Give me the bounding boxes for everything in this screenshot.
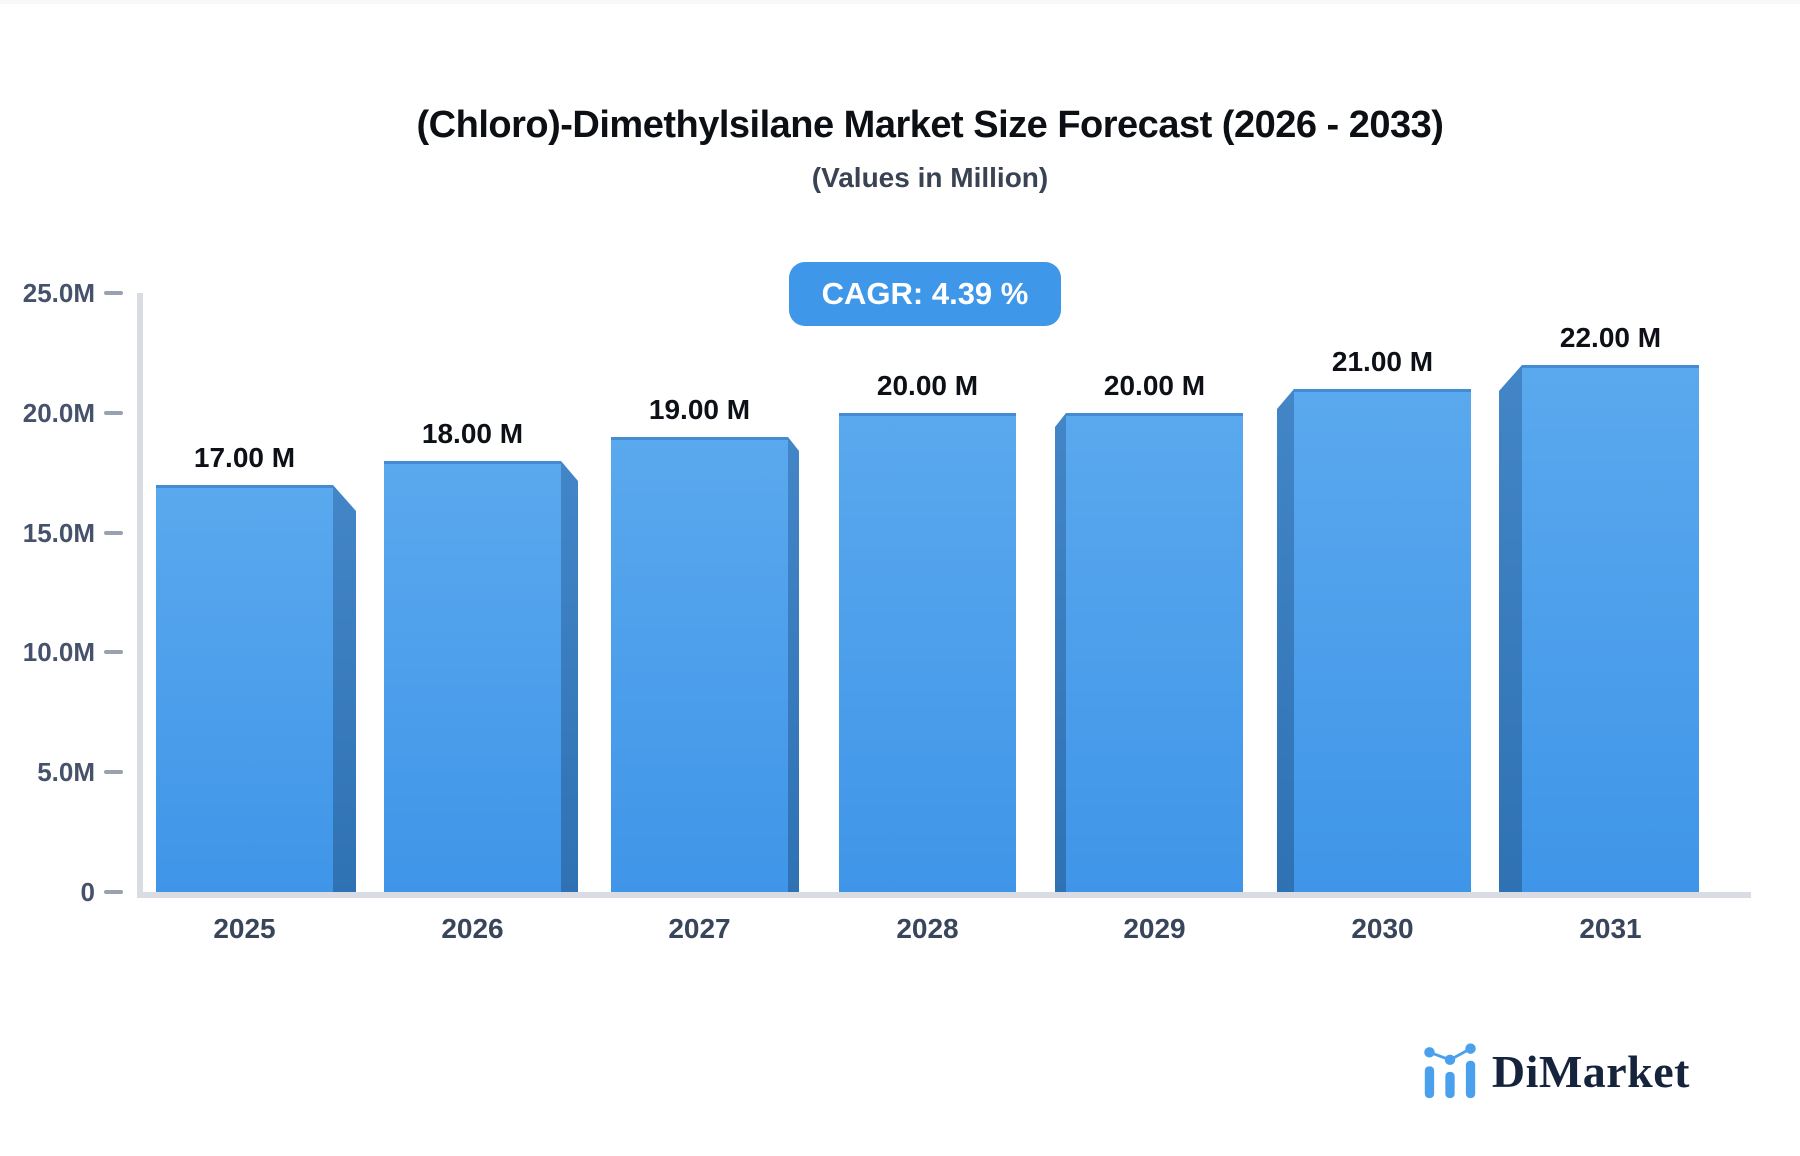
y-axis-tick-label: 5.0M [37,757,95,788]
bar-value-label: 20.00 M [876,370,979,401]
x-axis-label: 2026 [441,913,504,944]
y-axis-tick-mark [104,291,123,295]
bar-value-label: 17.00 M [193,442,296,473]
bar-top-edge [839,413,1016,416]
bar-value-label: 19.00 M [648,394,751,425]
bar-value-label: 22.00 M [1559,322,1662,353]
bar-value-label: 21.00 M [1331,346,1434,377]
bar-3d-side [333,485,356,892]
bar-2025 [156,485,333,892]
cagr-badge: CAGR: 4.39 % [789,262,1061,326]
y-axis-tick-mark [104,650,123,655]
cagr-badge-label: CAGR: 4.39 % [821,276,1029,311]
y-axis-tick-mark [104,770,123,775]
y-axis-tick-label: 25.0M [22,278,95,308]
x-axis-label: 2028 [896,913,959,944]
bar-value-label: 20.00 M [1103,370,1206,401]
bar-2029 [1066,413,1243,892]
x-axis-label: 2027 [668,913,731,944]
bar-top-edge [384,461,561,464]
bar-top-edge [156,485,333,488]
bar-top-edge [1066,413,1243,416]
chart-subtitle: (Values in Million) [811,162,1049,193]
x-axis-label: 2025 [213,913,276,944]
y-axis-tick-mark [104,410,123,415]
bar-3d-side [788,437,799,892]
y-axis-tick-label: 20.0M [22,397,95,428]
x-axis-label: 2029 [1123,913,1186,944]
y-axis-tick-label: 15.0M [22,517,95,548]
bar-3d-side [1499,365,1522,892]
dimarket-icon [1424,1043,1476,1099]
x-axis-label: 2030 [1351,913,1414,944]
bar-2026 [384,461,561,892]
bar-3d-side [561,461,578,892]
bar-3d-side [1277,389,1294,892]
bar-2027 [611,437,788,892]
y-axis-tick-mark [104,890,123,894]
x-axis-label: 2031 [1579,913,1642,944]
y-axis-tick-mark [104,530,123,535]
brand-logo: DiMarket [1422,1042,1690,1100]
bar-2030 [1294,389,1471,892]
chart-title: (Chloro)-Dimethylsilane Market Size Fore… [416,104,1444,146]
bar-top-edge [611,437,788,440]
plot-area: 0 5.0M 10.0M 15.0M 20.0M 25.0M 17.00 M 2025 18.0… [23,278,1751,944]
y-axis-tick-label: 10.0M [22,637,95,668]
bar-3d-side [1055,413,1066,892]
bar-2028 [839,413,1016,892]
y-axis-tick-label: 0 [80,877,95,907]
brand-name: DiMarket [1491,1045,1690,1097]
bar-value-label: 18.00 M [421,418,524,449]
bar-top-edge [1522,365,1699,368]
bar-2031 [1522,365,1699,892]
chart-header: (Chloro)-Dimethylsilane Market Size Fore… [30,102,1800,194]
bar-top-edge [1294,389,1471,392]
